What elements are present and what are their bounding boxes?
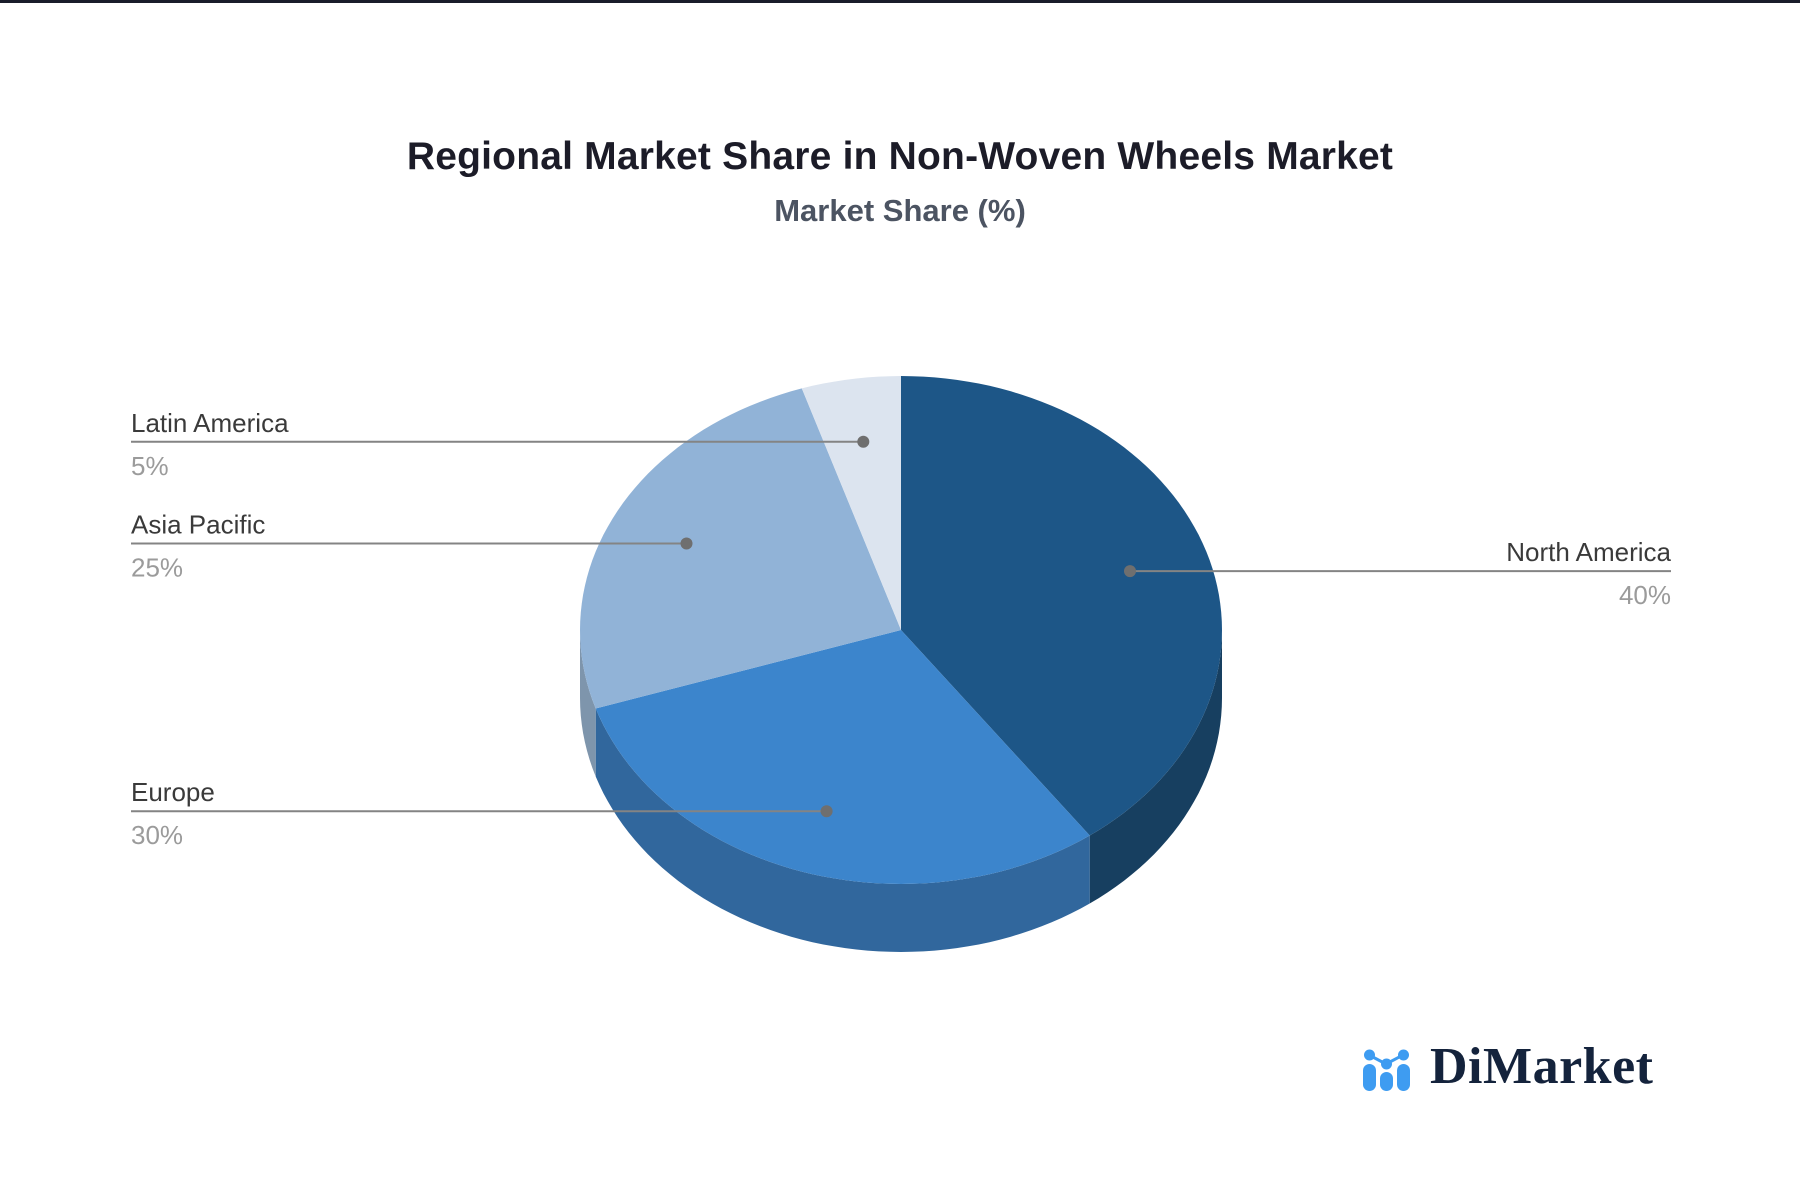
pie-slice-europe[interactable] xyxy=(595,630,1090,884)
callout-dot-asia-pacific xyxy=(680,537,693,550)
logo-bar-middle xyxy=(1380,1072,1393,1091)
pie-top-faces xyxy=(580,376,1222,884)
pie-slice-side-asia-pacific xyxy=(580,630,596,777)
callout-label-north-america: North America xyxy=(1506,537,1671,567)
pie-side-walls xyxy=(580,630,1222,952)
window-top-border xyxy=(0,0,1800,3)
pie-slice-side-north-america xyxy=(1089,630,1222,904)
callout-value-asia-pacific: 25% xyxy=(131,553,183,583)
dimarket-logo-text: DiMarket xyxy=(1430,1038,1654,1095)
pie-callouts: North America 40% Europe 30% Asia Pacific 25%… xyxy=(131,408,1672,850)
dimarket-logo-icon xyxy=(1363,1049,1410,1091)
logo-dot-middle xyxy=(1381,1058,1392,1070)
callout-value-latin-america: 5% xyxy=(131,451,169,481)
callout-label-latin-america: Latin America xyxy=(131,408,289,438)
logo-dot-left xyxy=(1364,1049,1375,1061)
callout-dot-latin-america xyxy=(857,435,870,448)
chart-title: Regional Market Share in Non-Woven Wheel… xyxy=(406,135,1394,178)
pie-slice-asia-pacific[interactable] xyxy=(580,388,901,709)
logo-bar-right xyxy=(1397,1064,1410,1091)
logo-dot-right xyxy=(1398,1049,1409,1061)
callout-dot-europe xyxy=(820,805,833,818)
callout-dot-north-america xyxy=(1124,565,1136,578)
pie-slice-north-america[interactable] xyxy=(901,376,1222,836)
callout-label-europe: Europe xyxy=(131,777,215,807)
pie-slice-side-europe xyxy=(595,708,1090,952)
callout-value-europe: 30% xyxy=(131,820,183,850)
callout-label-asia-pacific: Asia Pacific xyxy=(131,510,265,540)
logo-bar-left xyxy=(1363,1064,1376,1091)
dimarket-logo: DiMarket xyxy=(1360,1035,1653,1093)
callout-value-north-america: 40% xyxy=(1619,580,1671,610)
pie-slice-latin-america[interactable] xyxy=(801,376,901,630)
chart-subtitle: Market Share (%) xyxy=(774,193,1026,228)
